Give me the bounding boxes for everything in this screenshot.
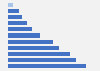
Bar [8, 34, 40, 37]
Bar [8, 27, 32, 31]
Bar [8, 21, 27, 25]
Bar [8, 58, 76, 62]
Bar [8, 64, 86, 69]
Bar [8, 15, 22, 19]
Bar [8, 40, 53, 44]
Bar [8, 9, 19, 13]
Bar [8, 52, 70, 56]
Bar [8, 46, 59, 50]
Bar [8, 2, 13, 7]
